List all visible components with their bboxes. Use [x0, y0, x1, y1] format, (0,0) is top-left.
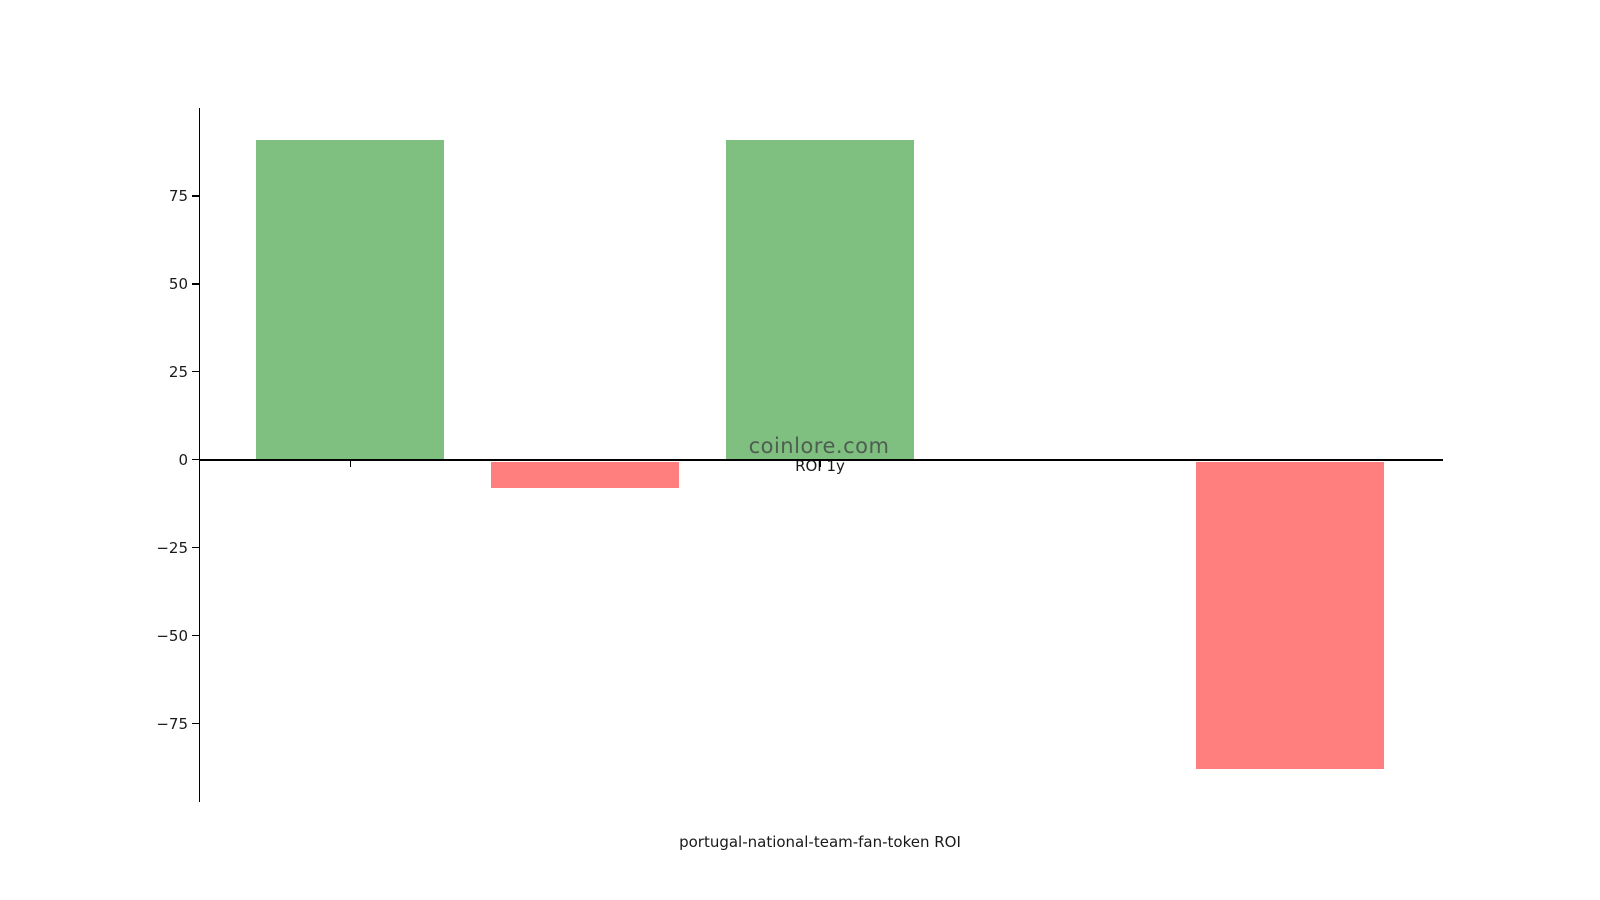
y-tick-label--50: −50: [156, 626, 188, 645]
bar-slot-4: [1195, 461, 1384, 770]
y-tick-mark-50: [192, 283, 199, 285]
y-tick-mark--75: [192, 722, 199, 725]
y-tick-label--25: −25: [156, 538, 188, 557]
chart-title: portugal-national-team-fan-token ROI: [679, 833, 961, 851]
y-tick-mark-75: [192, 195, 199, 197]
y-tick-label-25: 25: [168, 362, 188, 381]
y-tick-mark--25: [192, 547, 199, 549]
y-tick-mark-25: [192, 371, 199, 373]
y-tick-label-50: 50: [168, 274, 188, 293]
bar-slot-1: [491, 461, 680, 488]
bar-slot-0: [256, 139, 445, 460]
watermark-text: coinlore.com: [748, 434, 890, 458]
y-tick-label-0: 0: [178, 450, 188, 469]
y-axis-spine: [198, 108, 200, 802]
x-tick-mark-slot-2: [819, 460, 821, 467]
y-tick-mark--50: [192, 635, 199, 637]
x-tick-mark-slot-0: [349, 460, 351, 467]
x-axis-zero-line: [198, 459, 1443, 461]
y-tick-mark-0: [192, 459, 199, 461]
y-tick-label--75: −75: [156, 714, 188, 733]
bar-slot-2-roi-1y: [726, 139, 914, 460]
y-tick-label-75: 75: [168, 186, 188, 205]
